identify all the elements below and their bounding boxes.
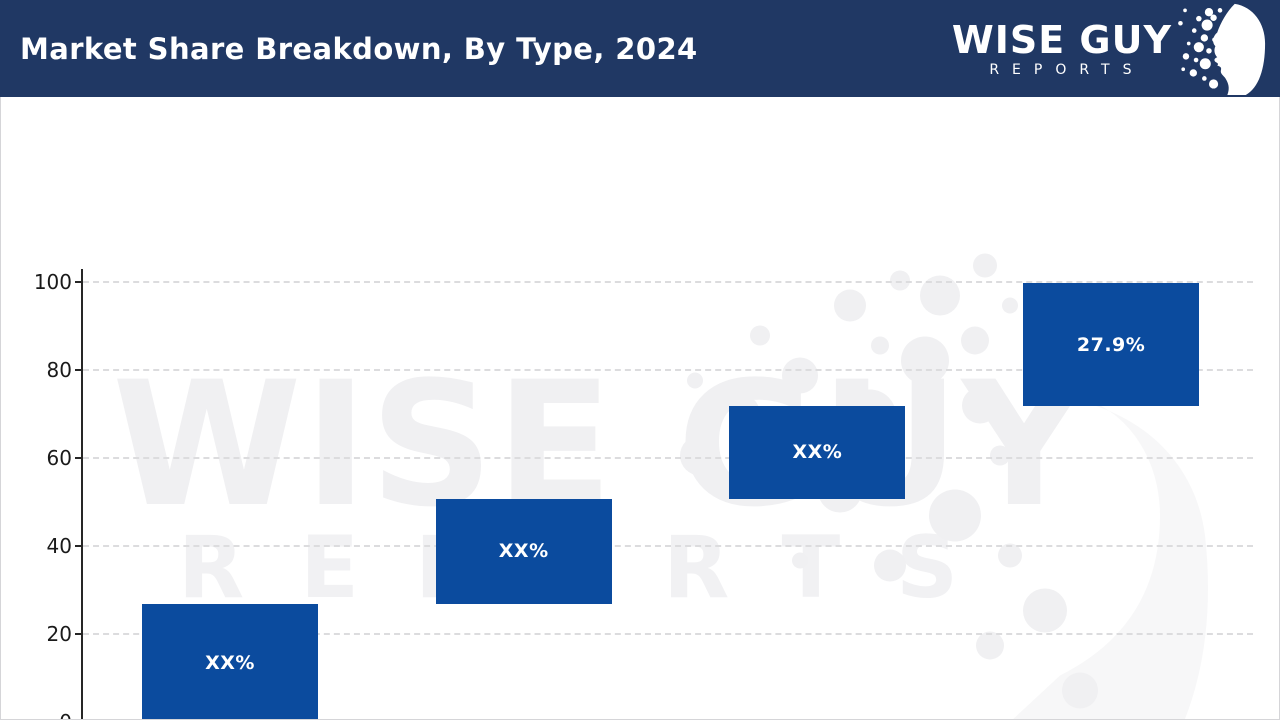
y-tick-mark [75,369,83,371]
chart-header: Market Share Breakdown, By Type, 2024 WI… [0,0,1280,97]
chart-area: WISE GUY REPORTS 020406080100XX%Fixed [0,97,1280,720]
gridline-y20 [83,633,1253,635]
y-axis-tick-label: 0 [10,710,72,720]
bar-value-label: 27.9% [1076,333,1146,356]
gridline-y40 [83,545,1253,547]
logo-subtitle: REPORTS [989,61,1145,78]
gridline-y100 [83,281,1253,283]
gridline-y60 [83,457,1253,459]
logo-wordmark: WISE GUY [951,17,1172,62]
y-axis-tick-label: 100 [33,270,72,294]
y-axis-tick-label: 40 [46,534,72,558]
y-axis-tick-label: 80 [46,358,72,382]
y-axis-tick-label: 20 [46,622,72,646]
bar-fixed-pulley: XX% [142,604,318,720]
y-tick-mark [75,457,83,459]
bar-value-label: XX% [205,652,255,675]
face-profile-icon [1178,3,1266,95]
y-axis-tick-label: 60 [46,446,72,470]
bar-compound-pulley: XX% [729,406,906,499]
bar-value-label: XX% [498,540,549,563]
chart-title: Market Share Breakdown, By Type, 2024 [20,31,698,66]
logo-text: WISE GUY REPORTS [952,21,1172,77]
y-tick-mark [75,545,83,547]
y-tick-mark [75,281,83,283]
y-tick-mark [75,633,83,635]
gridline-y80 [83,369,1253,371]
y-axis-line [81,269,83,720]
bar-value-label: XX% [792,441,843,464]
bar-moveable-pulley: XX% [435,498,612,605]
wise-guy-logo: WISE GUY REPORTS [952,3,1280,95]
bar-block-pulley: 27.9% [1023,283,1200,407]
